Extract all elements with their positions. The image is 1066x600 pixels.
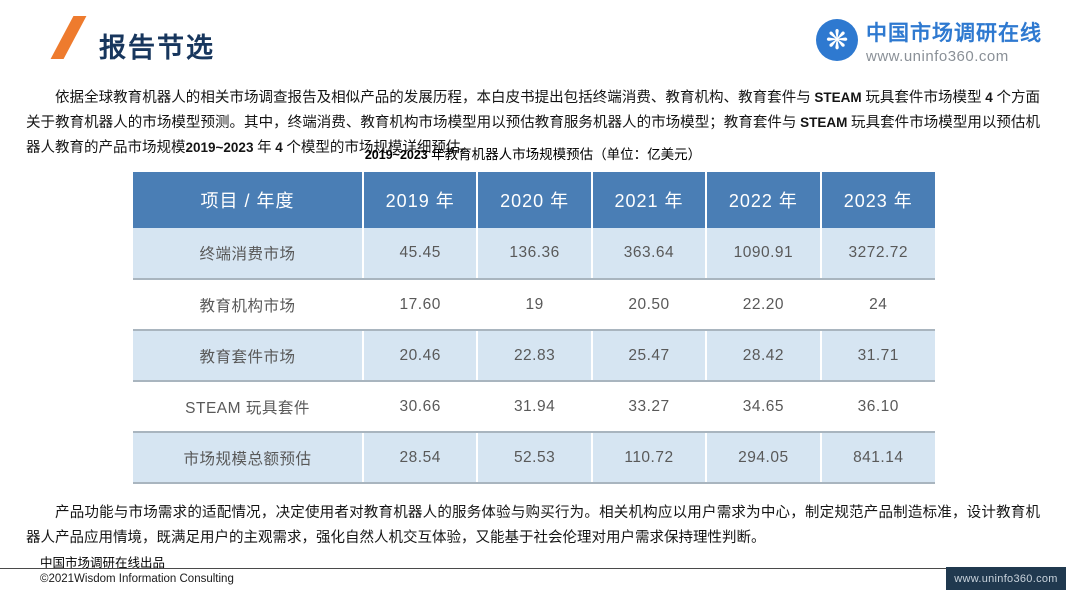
market-size-table: 项目 / 年度 2019 年 2020 年 2021 年 2022 年 2023… [133, 172, 935, 484]
column-header: 2020 年 [476, 172, 592, 228]
value-cell: 25.47 [590, 330, 707, 382]
value-cell: 363.64 [590, 228, 707, 280]
row-label-cell: STEAM 玩具套件 [133, 381, 363, 433]
intro-segment-bold: 2019~2023 [185, 139, 254, 155]
snowflake-icon: ❋ [816, 19, 858, 61]
value-cell: 52.53 [476, 432, 592, 484]
intro-paragraph: 依据全球教育机器人的相关市场调查报告及相似产品的发展历程，本白皮书提出包括终端消… [26, 86, 1040, 161]
value-cell: 34.65 [705, 381, 821, 433]
table-row: STEAM 玩具套件 30.66 31.94 33.27 34.65 36.10 [133, 381, 935, 433]
intro-segment: 个方面关于教育机器人的市场模型预测。其中，终端消费、教育机构市场模型用以预估教育… [26, 90, 1041, 131]
footer-producer: 中国市场调研在线出品 [40, 556, 166, 570]
accent-slash-icon [50, 16, 87, 59]
intro-segment-bold: 4 [985, 90, 993, 105]
value-cell: 45.45 [361, 228, 478, 280]
logo-name: 中国市场调研在线 [866, 22, 1042, 45]
footer-copyright: ©2021Wisdom Information Consulting [40, 573, 234, 585]
value-cell: 17.60 [361, 279, 478, 331]
value-cell: 136.36 [476, 228, 592, 280]
table-row: 教育机构市场 17.60 19 20.50 22.20 24 [133, 279, 935, 331]
value-cell: 36.10 [819, 381, 935, 433]
intro-segment: 个模型的市场规模详细预估。 [282, 139, 475, 156]
value-cell: 33.27 [590, 381, 707, 433]
footer-divider [0, 568, 1066, 569]
value-cell: 841.14 [819, 432, 935, 484]
value-cell: 19 [476, 279, 592, 331]
value-cell: 22.83 [476, 330, 592, 382]
column-header: 2021 年 [590, 172, 707, 228]
table-row: 教育套件市场 20.46 22.83 25.47 28.42 31.71 [133, 330, 935, 382]
logo-url[interactable]: www.uninfo360.com [866, 48, 1009, 65]
page-title: 报告节选 [99, 33, 215, 63]
row-label-cell: 终端消费市场 [133, 228, 363, 280]
row-label-cell: 市场规模总额预估 [133, 432, 363, 484]
logo-text: 中国市场调研在线 www.uninfo360.com [866, 17, 1042, 65]
column-header: 2023 年 [819, 172, 935, 228]
table-row: 终端消费市场 45.45 136.36 363.64 1090.91 3272.… [133, 228, 935, 280]
row-label-cell: 教育机构市场 [133, 279, 363, 331]
value-cell: 24 [819, 279, 935, 331]
value-cell: 110.72 [590, 432, 707, 484]
value-cell: 20.46 [361, 330, 478, 382]
table-row: 市场规模总额预估 28.54 52.53 110.72 294.05 841.1… [133, 432, 935, 484]
intro-segment-bold: 4 [275, 139, 283, 155]
logo: ❋ 中国市场调研在线 www.uninfo360.com [816, 17, 1042, 65]
closing-paragraph: 产品功能与市场需求的适配情况，决定使用者对教育机器人的服务体验与购买行为。相关机… [26, 505, 1040, 546]
header: 报告节选 ❋ 中国市场调研在线 www.uninfo360.com [0, 0, 1066, 78]
value-cell: 28.54 [361, 432, 478, 484]
value-cell: 30.66 [361, 381, 478, 433]
value-cell: 3272.72 [819, 228, 935, 280]
caption-text: 年教育机器人市场规模预估（单位：亿美元） [427, 147, 702, 162]
value-cell: 22.20 [705, 279, 821, 331]
footer-site-badge[interactable]: www.uninfo360.com [946, 567, 1066, 590]
intro-segment: 年 [253, 139, 276, 156]
row-label-cell: 教育套件市场 [133, 330, 363, 382]
caption-year-range: 2019~2023 [364, 148, 428, 162]
intro-segment: 玩具套件市场模型 [861, 90, 986, 106]
table-header-row: 项目 / 年度 2019 年 2020 年 2021 年 2022 年 2023… [133, 172, 935, 228]
column-header: 2019 年 [361, 172, 478, 228]
value-cell: 31.71 [819, 330, 935, 382]
column-header: 项目 / 年度 [133, 172, 363, 228]
value-cell: 1090.91 [705, 228, 821, 280]
value-cell: 294.05 [705, 432, 821, 484]
intro-segment-bold: STEAM [814, 90, 862, 105]
table-caption: 2019~2023 年教育机器人市场规模预估（单位：亿美元） [0, 143, 1066, 163]
column-header: 2022 年 [705, 172, 821, 228]
intro-segment: 玩具套件市场模型用以预估机器人教育的产品市场规模 [26, 114, 1040, 156]
intro-segment: 依据全球教育机器人的相关市场调查报告及相似产品的发展历程，本白皮书提出包括终端消… [55, 90, 815, 106]
value-cell: 28.42 [705, 330, 821, 382]
value-cell: 20.50 [590, 279, 707, 331]
value-cell: 31.94 [476, 381, 592, 433]
intro-segment-bold: STEAM [800, 114, 848, 130]
